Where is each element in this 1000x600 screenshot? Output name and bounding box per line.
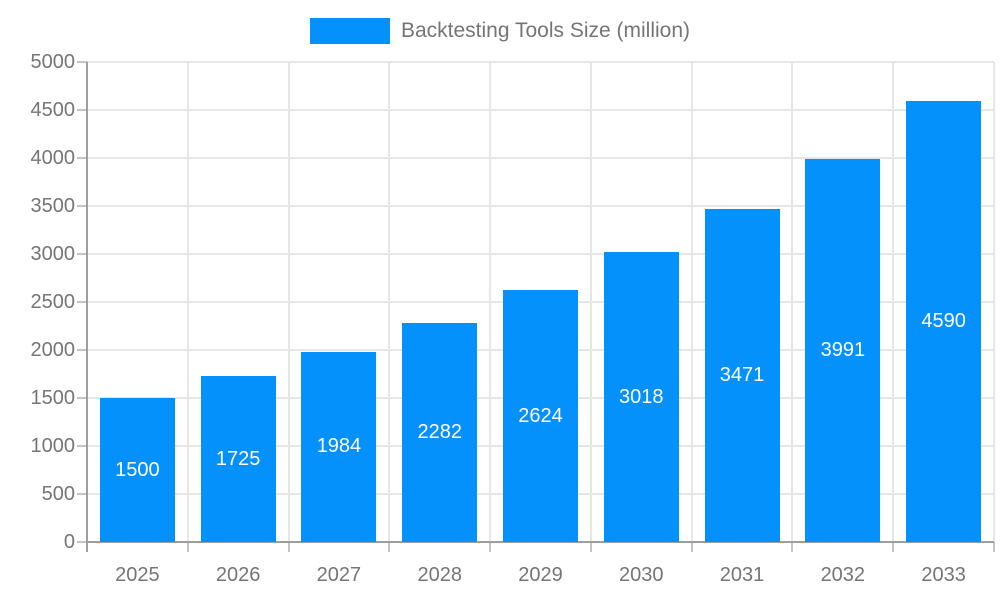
x-axis-tick-label: 2032	[820, 564, 866, 586]
y-gridline	[87, 205, 994, 207]
x-gridline	[892, 62, 895, 542]
bar-value-label: 2282	[417, 420, 462, 443]
x-axis-tick-label: 2031	[719, 564, 765, 586]
bar-value-label: 1725	[215, 447, 261, 470]
bar-value-label: 1984	[316, 435, 362, 458]
y-axis-line	[86, 62, 88, 552]
y-axis-tick	[77, 493, 87, 495]
x-axis-tick-label: 2027	[316, 564, 362, 586]
y-axis-tick	[77, 349, 87, 351]
x-axis-tick-label: 2033	[921, 564, 966, 586]
y-gridline	[87, 61, 994, 63]
bar-2028[interactable]: 2282	[402, 322, 478, 542]
y-axis-tick-label: 500	[41, 483, 75, 505]
y-axis-tick	[77, 157, 87, 159]
y-axis-tick-label: 5000	[30, 51, 76, 73]
legend-label: Backtesting Tools Size (million)	[400, 19, 691, 42]
y-axis-tick-label: 1000	[30, 435, 76, 457]
y-axis-tick-label: 4500	[30, 99, 76, 121]
y-gridline	[87, 253, 994, 255]
bar-2027[interactable]: 1984	[301, 351, 377, 542]
bar-value-label: 4590	[921, 310, 966, 333]
y-axis-tick	[77, 397, 87, 399]
y-axis-tick	[77, 61, 87, 63]
bar-value-label: 3471	[719, 363, 765, 386]
y-axis-tick-label: 0	[63, 531, 75, 553]
x-axis-tick-label: 2026	[215, 564, 261, 586]
y-axis-tick	[77, 205, 87, 207]
y-axis-tick	[77, 253, 87, 255]
x-axis-tick	[388, 542, 391, 552]
bar-2029[interactable]: 2624	[503, 290, 578, 542]
x-gridline	[690, 62, 693, 542]
x-axis-tick	[791, 542, 794, 552]
x-axis-line	[87, 541, 994, 543]
y-axis-tick-label: 3500	[30, 195, 76, 217]
y-gridline	[87, 157, 994, 159]
bar-value-label: 3991	[820, 338, 866, 361]
bar-value-label: 3018	[619, 385, 664, 408]
x-axis-tick	[690, 542, 693, 552]
bar-2033[interactable]: 4590	[906, 101, 982, 542]
y-axis-tick	[77, 301, 87, 303]
x-axis-tick	[186, 542, 189, 552]
y-axis-tick	[77, 541, 87, 543]
x-gridline	[993, 62, 995, 542]
x-axis-tick	[589, 542, 592, 552]
bar-value-label: 2624	[518, 404, 563, 427]
x-gridline	[287, 62, 290, 542]
y-axis-tick-label: 2500	[30, 291, 76, 313]
x-axis-tick-label: 2030	[619, 564, 664, 586]
x-axis-tick	[287, 542, 290, 552]
x-gridline	[388, 62, 391, 542]
y-axis-tick-label: 3000	[30, 243, 76, 265]
x-gridline	[186, 62, 189, 542]
x-axis-tick	[892, 542, 895, 552]
bar-2030[interactable]: 3018	[603, 252, 679, 542]
y-axis-tick-label: 1500	[30, 387, 76, 409]
bar-2026[interactable]: 1725	[200, 376, 276, 542]
legend-marker-swatch	[309, 18, 390, 44]
bar-2031[interactable]: 3471	[704, 208, 780, 542]
y-gridline	[87, 109, 994, 111]
x-gridline	[589, 62, 592, 542]
bar-2025[interactable]: 1500	[99, 398, 175, 542]
x-axis-tick	[993, 542, 995, 552]
bar-2032[interactable]: 3991	[805, 158, 881, 542]
y-axis-tick	[77, 445, 87, 447]
bar-value-label: 1500	[115, 458, 160, 481]
x-gridline	[489, 62, 492, 542]
legend[interactable]: Backtesting Tools Size (million)	[0, 17, 1000, 45]
y-axis-tick-label: 2000	[30, 339, 76, 361]
y-axis-tick	[77, 109, 87, 111]
x-axis-tick-label: 2025	[115, 564, 160, 586]
x-axis-tick-label: 2029	[518, 564, 563, 586]
x-axis-tick-label: 2028	[417, 564, 462, 586]
x-axis-tick	[489, 542, 492, 552]
x-gridline	[791, 62, 794, 542]
y-axis-tick-label: 4000	[30, 147, 76, 169]
